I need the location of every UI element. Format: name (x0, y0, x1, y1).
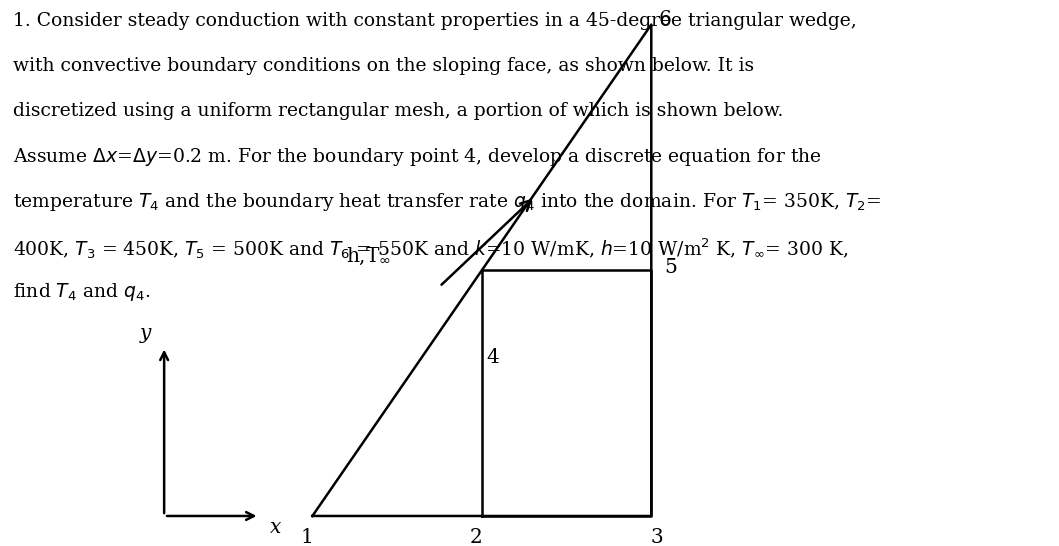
Text: temperature $T_4$ and the boundary heat transfer rate $q_4$ into the domain. For: temperature $T_4$ and the boundary heat … (13, 191, 881, 213)
Text: 1: 1 (301, 529, 313, 546)
Text: h,T$_\infty$: h,T$_\infty$ (346, 246, 391, 267)
Text: 3: 3 (650, 529, 663, 546)
Text: x: x (270, 519, 281, 537)
Text: Assume $\Delta x$=$\Delta y$=0.2 m. For the boundary point 4, develop a discrete: Assume $\Delta x$=$\Delta y$=0.2 m. For … (13, 146, 822, 168)
Text: 2: 2 (470, 529, 483, 546)
Text: 4: 4 (486, 348, 499, 367)
Text: 400K, $T_3$ = 450K, $T_5$ = 500K and $T_6$ = 550K and $k$=10 W/mK, $h$=10 W/m$^2: 400K, $T_3$ = 450K, $T_5$ = 500K and $T_… (13, 236, 848, 260)
Text: 6: 6 (659, 10, 671, 28)
Text: 5: 5 (664, 258, 677, 277)
Text: with convective boundary conditions on the sloping face, as shown below. It is: with convective boundary conditions on t… (13, 57, 754, 75)
Text: find $T_4$ and $q_4$.: find $T_4$ and $q_4$. (13, 281, 150, 302)
Text: y: y (140, 324, 150, 342)
Text: discretized using a uniform rectangular mesh, a portion of which is shown below.: discretized using a uniform rectangular … (13, 102, 783, 120)
Text: 1. Consider steady conduction with constant properties in a 45-degree triangular: 1. Consider steady conduction with const… (13, 12, 857, 30)
